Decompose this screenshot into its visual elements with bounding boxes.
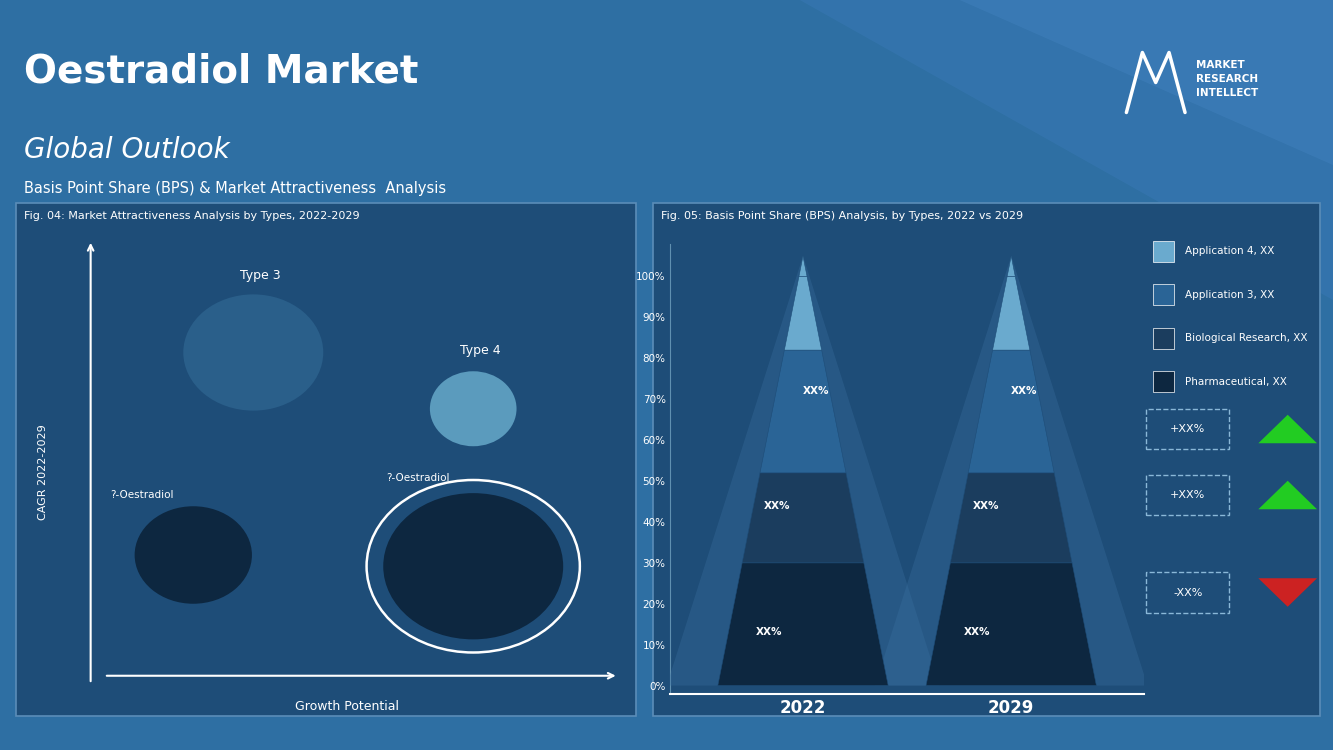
- Text: -XX%: -XX%: [1173, 587, 1202, 598]
- Polygon shape: [666, 256, 940, 686]
- Polygon shape: [968, 350, 1054, 472]
- Bar: [653, 202, 1320, 716]
- Text: XX%: XX%: [964, 628, 990, 638]
- Polygon shape: [798, 256, 806, 277]
- Bar: [1153, 241, 1174, 262]
- Text: MARKET
RESEARCH
INTELLECT: MARKET RESEARCH INTELLECT: [1196, 60, 1258, 98]
- Ellipse shape: [135, 506, 252, 604]
- Text: Application 3, XX: Application 3, XX: [1185, 290, 1274, 300]
- Text: Oestradiol Market: Oestradiol Market: [24, 53, 419, 90]
- Text: Fig. 05: Basis Point Share (BPS) Analysis, by Types, 2022 vs 2029: Fig. 05: Basis Point Share (BPS) Analysi…: [661, 211, 1024, 221]
- Text: Type 3: Type 3: [240, 269, 280, 282]
- Text: XX%: XX%: [764, 500, 790, 511]
- Text: CAGR 2022-2029: CAGR 2022-2029: [37, 424, 48, 520]
- Polygon shape: [960, 0, 1333, 165]
- Text: XX%: XX%: [1010, 386, 1037, 396]
- Polygon shape: [874, 256, 1148, 686]
- Bar: [1153, 371, 1174, 392]
- Text: Basis Point Share (BPS) & Market Attractiveness  Analysis: Basis Point Share (BPS) & Market Attract…: [24, 182, 447, 196]
- Ellipse shape: [384, 494, 563, 639]
- Text: Pharmaceutical, XX: Pharmaceutical, XX: [1185, 376, 1286, 387]
- Text: +XX%: +XX%: [1170, 424, 1205, 434]
- Polygon shape: [1258, 415, 1317, 443]
- Bar: [1153, 328, 1174, 349]
- Polygon shape: [760, 350, 846, 472]
- Text: Growth Potential: Growth Potential: [295, 700, 399, 713]
- Polygon shape: [800, 0, 1333, 300]
- Bar: [1153, 284, 1174, 305]
- Polygon shape: [784, 277, 821, 350]
- Polygon shape: [718, 562, 888, 686]
- Text: +XX%: +XX%: [1170, 490, 1205, 500]
- Text: Application 4, XX: Application 4, XX: [1185, 246, 1274, 256]
- Polygon shape: [1258, 481, 1317, 509]
- Polygon shape: [1258, 578, 1317, 607]
- Text: Global Outlook: Global Outlook: [24, 136, 229, 164]
- Text: ?-Oestradiol: ?-Oestradiol: [111, 490, 175, 500]
- Text: XX%: XX%: [972, 500, 998, 511]
- Polygon shape: [950, 472, 1072, 562]
- Text: ?-Oestradiol: ?-Oestradiol: [387, 473, 451, 483]
- Polygon shape: [742, 472, 864, 562]
- Text: Biological Research, XX: Biological Research, XX: [1185, 333, 1308, 344]
- Polygon shape: [1008, 256, 1016, 277]
- Ellipse shape: [184, 295, 323, 411]
- Text: Fig. 04: Market Attractiveness Analysis by Types, 2022-2029: Fig. 04: Market Attractiveness Analysis …: [24, 211, 360, 221]
- Polygon shape: [926, 562, 1096, 686]
- Text: XX%: XX%: [802, 386, 829, 396]
- Bar: [16, 202, 636, 716]
- Ellipse shape: [429, 371, 517, 446]
- Text: Type 4: Type 4: [460, 344, 500, 357]
- Text: XX%: XX%: [756, 628, 782, 638]
- Polygon shape: [993, 277, 1030, 350]
